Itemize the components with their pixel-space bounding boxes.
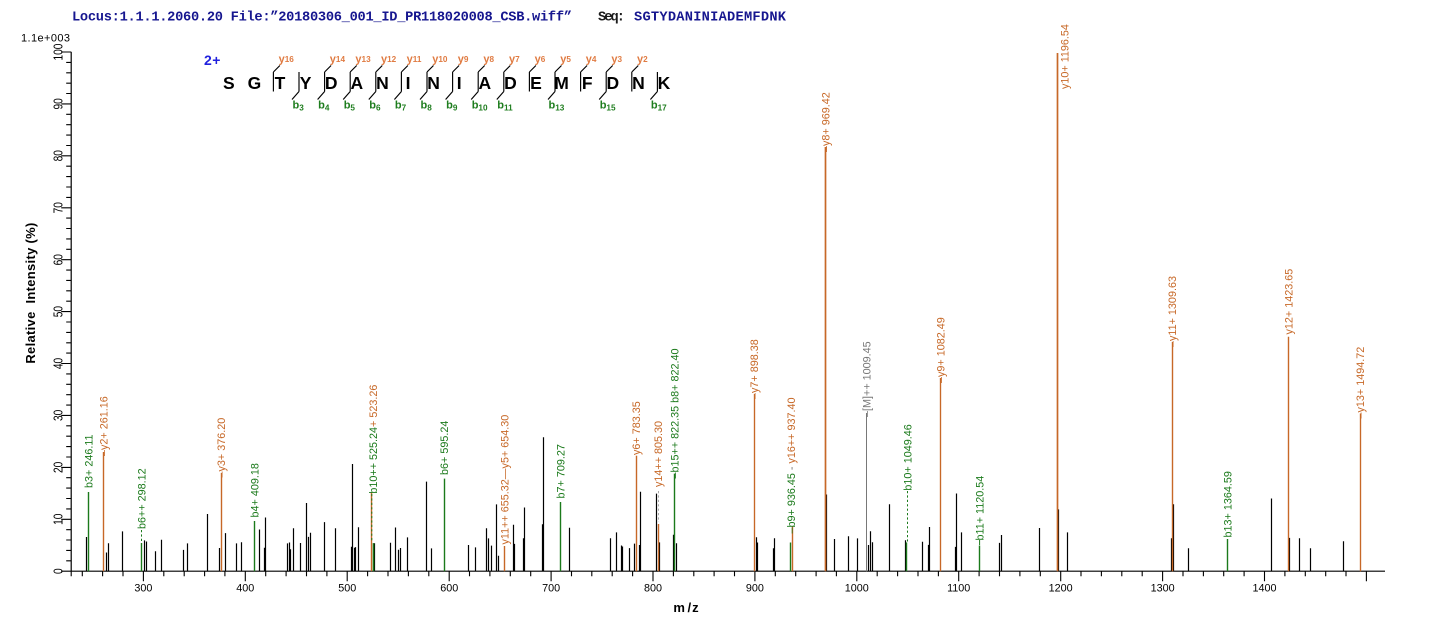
svg-text:40: 40 (51, 357, 65, 369)
svg-text:SGTYDANINIADEMFDNK: SGTYDANINIADEMFDNK (634, 11, 787, 26)
svg-text:30: 30 (51, 409, 65, 421)
svg-text:400: 400 (236, 583, 254, 595)
svg-text:b4+ 409.18: b4+ 409.18 (250, 463, 262, 517)
svg-text:80: 80 (51, 150, 65, 162)
svg-text:0: 0 (51, 568, 65, 574)
svg-text:–y2+ 261.16: –y2+ 261.16 (99, 396, 111, 456)
svg-text:–y3+ 376.20: –y3+ 376.20 (216, 418, 228, 478)
svg-text:b4: b4 (318, 100, 330, 113)
svg-text:900: 900 (746, 583, 764, 595)
svg-text:y10: y10 (432, 54, 448, 66)
svg-text:y14: y14 (330, 54, 346, 66)
svg-text:m / z: m / z (673, 600, 699, 615)
svg-text:Seq:: Seq: (598, 11, 625, 26)
svg-text:b10++ 525.24+ 523.26: b10++ 525.24+ 523.26 (368, 385, 380, 494)
svg-text:y13: y13 (355, 54, 371, 66)
svg-text:50: 50 (51, 306, 65, 318)
svg-text:y8: y8 (483, 54, 494, 66)
svg-text:10: 10 (51, 513, 65, 525)
svg-text:y2: y2 (637, 54, 648, 66)
svg-text:y16: y16 (279, 54, 295, 66)
svg-text:y11: y11 (407, 54, 422, 66)
svg-text:y10+ 1196.54: y10+ 1196.54 (1060, 24, 1072, 89)
svg-text:b5: b5 (344, 100, 356, 113)
svg-text:300: 300 (134, 583, 152, 595)
svg-text:1200: 1200 (1049, 583, 1073, 595)
svg-text:b13: b13 (549, 100, 565, 113)
svg-text:1100: 1100 (947, 583, 970, 595)
svg-text:90: 90 (51, 98, 65, 110)
svg-text:b3+ 246.11: b3+ 246.11 (83, 434, 95, 488)
svg-text:–y11+ 1309.63: –y11+ 1309.63 (1167, 276, 1179, 347)
svg-text:y14++ 805.30: y14++ 805.30 (653, 421, 665, 487)
svg-text:b6++ 298.12: b6++ 298.12 (136, 468, 148, 529)
svg-text:b17: b17 (651, 100, 667, 113)
svg-text:–y13+ 1494.72: –y13+ 1494.72 (1355, 347, 1367, 419)
svg-text:y5: y5 (560, 54, 571, 66)
svg-text:b10+ 1049.46: b10+ 1049.46 (902, 424, 914, 490)
svg-text:Relative Intensity (%): Relative Intensity (%) (23, 222, 38, 363)
svg-text:b7+ 709.27: b7+ 709.27 (555, 444, 567, 498)
svg-text:b3: b3 (293, 100, 305, 113)
svg-text:b6+ 595.24: b6+ 595.24 (439, 421, 451, 475)
svg-text:b6: b6 (369, 100, 381, 113)
svg-text:700: 700 (542, 583, 560, 595)
svg-text:600: 600 (440, 583, 458, 595)
svg-text:b15: b15 (600, 100, 616, 113)
svg-text:y3: y3 (611, 54, 622, 66)
svg-text:y12: y12 (381, 54, 397, 66)
svg-text:–[M]++ 1009.45: –[M]++ 1009.45 (861, 341, 873, 417)
svg-text:y11++ 655.32—y5+ 654.30: y11++ 655.32—y5+ 654.30 (499, 415, 511, 545)
svg-text:–b15++ 822.35 b8+ 822.40: –b15++ 822.35 b8+ 822.40 (669, 348, 681, 478)
svg-text:1.1e+003: 1.1e+003 (21, 33, 70, 45)
svg-text:Locus:1.1.1.2060.20 File:”2018: Locus:1.1.1.2060.20 File:”20180306_001_I… (72, 11, 572, 26)
svg-text:y12+ 1423.65: y12+ 1423.65 (1283, 269, 1295, 335)
svg-text:100: 100 (51, 43, 65, 60)
svg-text:b10: b10 (472, 100, 488, 113)
svg-text:y9: y9 (458, 54, 469, 66)
svg-text:500: 500 (338, 583, 356, 595)
svg-text:2+: 2+ (204, 52, 221, 68)
svg-text:b13+ 1364.59: b13+ 1364.59 (1223, 471, 1235, 537)
svg-text:20: 20 (51, 461, 65, 473)
svg-text:–b9+ 936.45 - y16++ 937.40: –b9+ 936.45 - y16++ 937.40 (786, 397, 798, 533)
svg-text:–y7+ 898.38: –y7+ 898.38 (749, 339, 761, 399)
svg-text:y7: y7 (509, 54, 520, 66)
svg-text:–y8+ 969.42: –y8+ 969.42 (821, 92, 833, 152)
svg-text:70: 70 (51, 202, 65, 214)
svg-text:SGTYDANINIADEMFDNK: SGTYDANINIADEMFDNK (223, 73, 671, 93)
svg-text:b9: b9 (446, 100, 458, 113)
svg-text:1400: 1400 (1252, 583, 1276, 595)
svg-text:800: 800 (644, 583, 662, 595)
svg-text:b11: b11 (497, 100, 513, 113)
svg-text:b7: b7 (395, 100, 407, 113)
svg-text:b8: b8 (421, 100, 433, 113)
svg-text:1000: 1000 (845, 583, 869, 595)
svg-text:–y9+ 1082.49: –y9+ 1082.49 (936, 317, 948, 383)
svg-text:y4: y4 (586, 54, 597, 66)
svg-text:y6+ 783.35: y6+ 783.35 (631, 401, 643, 455)
svg-text:b11+ 1120.54: b11+ 1120.54 (974, 476, 986, 541)
svg-text:60: 60 (51, 254, 65, 266)
svg-text:y6: y6 (535, 54, 546, 66)
svg-text:1300: 1300 (1151, 583, 1175, 595)
